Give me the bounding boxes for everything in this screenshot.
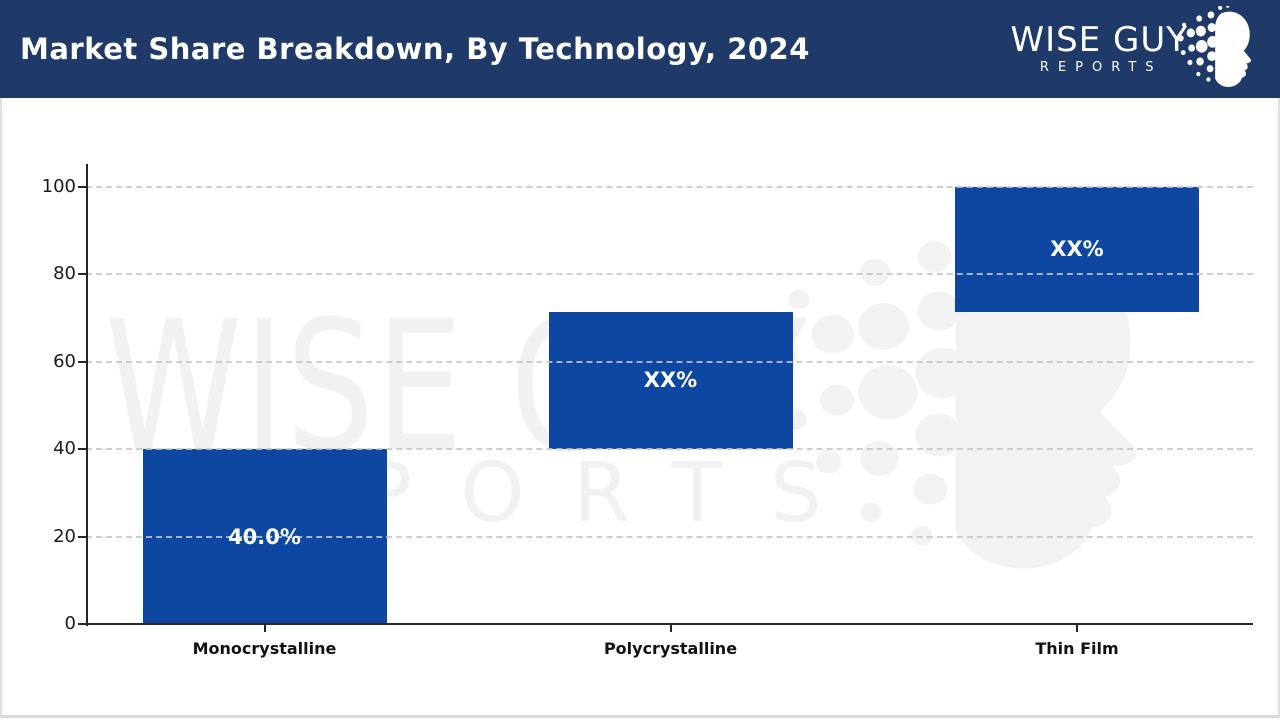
y-tick-label-80: 80 [53,263,76,285]
bar-polycrystalline [548,311,793,450]
gridline-100 [86,186,1253,188]
x-tick-monocrystalline [263,625,266,632]
bar-value-label-thin-film: XX% [1050,237,1104,262]
gridline-20 [86,535,1253,538]
gridline-60 [86,360,1253,363]
x-tick-polycrystalline [669,625,672,632]
wise-guy-reports-logo: WISE GUY REPORTS [1010,6,1258,92]
y-tick-0 [78,623,86,625]
logo-line2: REPORTS [1039,60,1163,76]
x-tick-thin-film [1076,625,1078,632]
y-tick-80 [78,273,86,276]
y-tick-60 [78,360,86,363]
x-category-label-polycrystalline: Polycrystalline [603,639,738,658]
y-tick-label-40: 40 [53,438,76,460]
x-category-label-monocrystalline: Monocrystalline [192,639,337,658]
bar-value-label-polycrystalline: XX% [643,368,698,393]
header: Market Share Breakdown, By Technology, 2… [0,0,1280,98]
y-axis-line [86,164,88,626]
y-tick-20 [78,535,86,538]
logo-line1: WISE GUY [1010,19,1188,60]
y-tick-100 [78,186,86,188]
y-tick-label-0: 0 [64,613,76,634]
dotted-face-icon [1177,6,1251,88]
gridline-80 [86,273,1253,276]
x-category-label-thin-film: Thin Film [1035,639,1119,658]
x-axis-line [86,623,1253,625]
page-title: Market Share Breakdown, By Technology, 2… [20,32,810,66]
y-tick-label-60: 60 [53,350,76,372]
bar-value-label-monocrystalline: 40.0% [228,524,301,549]
logo-wordmark: WISE GUY REPORTS [1010,19,1188,76]
gridline-40 [86,448,1253,451]
y-tick-label-100: 100 [41,176,76,197]
y-tick-label-20: 20 [53,525,76,547]
bar-thin-film [955,187,1199,312]
y-tick-40 [78,448,86,451]
